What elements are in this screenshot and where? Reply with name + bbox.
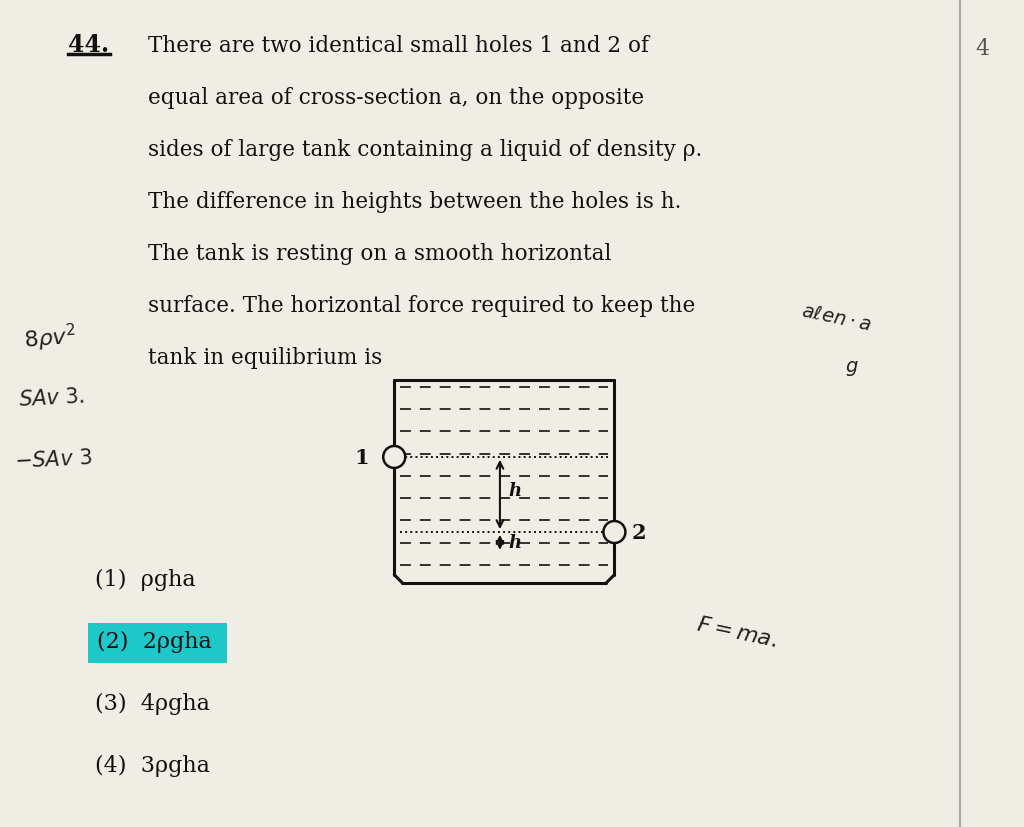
Text: surface. The horizontal force required to keep the: surface. The horizontal force required t…: [148, 294, 695, 317]
Text: $F=ma.$: $F=ma.$: [695, 614, 779, 651]
Text: 2: 2: [631, 523, 646, 543]
Text: (4)  3ρgha: (4) 3ρgha: [95, 754, 210, 776]
Text: 44.: 44.: [68, 33, 110, 57]
Text: The tank is resting on a smooth horizontal: The tank is resting on a smooth horizont…: [148, 242, 611, 265]
Text: $g$: $g$: [845, 358, 859, 377]
Text: (1)  ρgha: (1) ρgha: [95, 568, 196, 590]
Text: 1: 1: [355, 447, 370, 467]
Text: sides of large tank containing a liquid of density ρ.: sides of large tank containing a liquid …: [148, 139, 702, 160]
Circle shape: [383, 447, 406, 468]
FancyBboxPatch shape: [88, 624, 227, 663]
Text: 4: 4: [975, 38, 989, 60]
Text: tank in equilibrium is: tank in equilibrium is: [148, 347, 382, 369]
Text: $8\rho v^2$: $8\rho v^2$: [22, 321, 77, 355]
Text: equal area of cross-section a, on the opposite: equal area of cross-section a, on the op…: [148, 87, 644, 109]
Circle shape: [603, 521, 626, 543]
Text: $a\ell en\cdot a$: $a\ell en\cdot a$: [800, 301, 873, 334]
Text: h: h: [508, 482, 521, 500]
Text: $-SAv\ 3$: $-SAv\ 3$: [14, 447, 93, 471]
Text: $SAv\ 3.$: $SAv\ 3.$: [18, 386, 85, 409]
Text: The difference in heights between the holes is h.: The difference in heights between the ho…: [148, 191, 681, 213]
Text: (3)  4ρgha: (3) 4ρgha: [95, 692, 210, 715]
Text: h: h: [508, 533, 521, 552]
Text: (2)  2ρgha: (2) 2ρgha: [97, 630, 212, 653]
Text: There are two identical small holes 1 and 2 of: There are two identical small holes 1 an…: [148, 35, 649, 57]
